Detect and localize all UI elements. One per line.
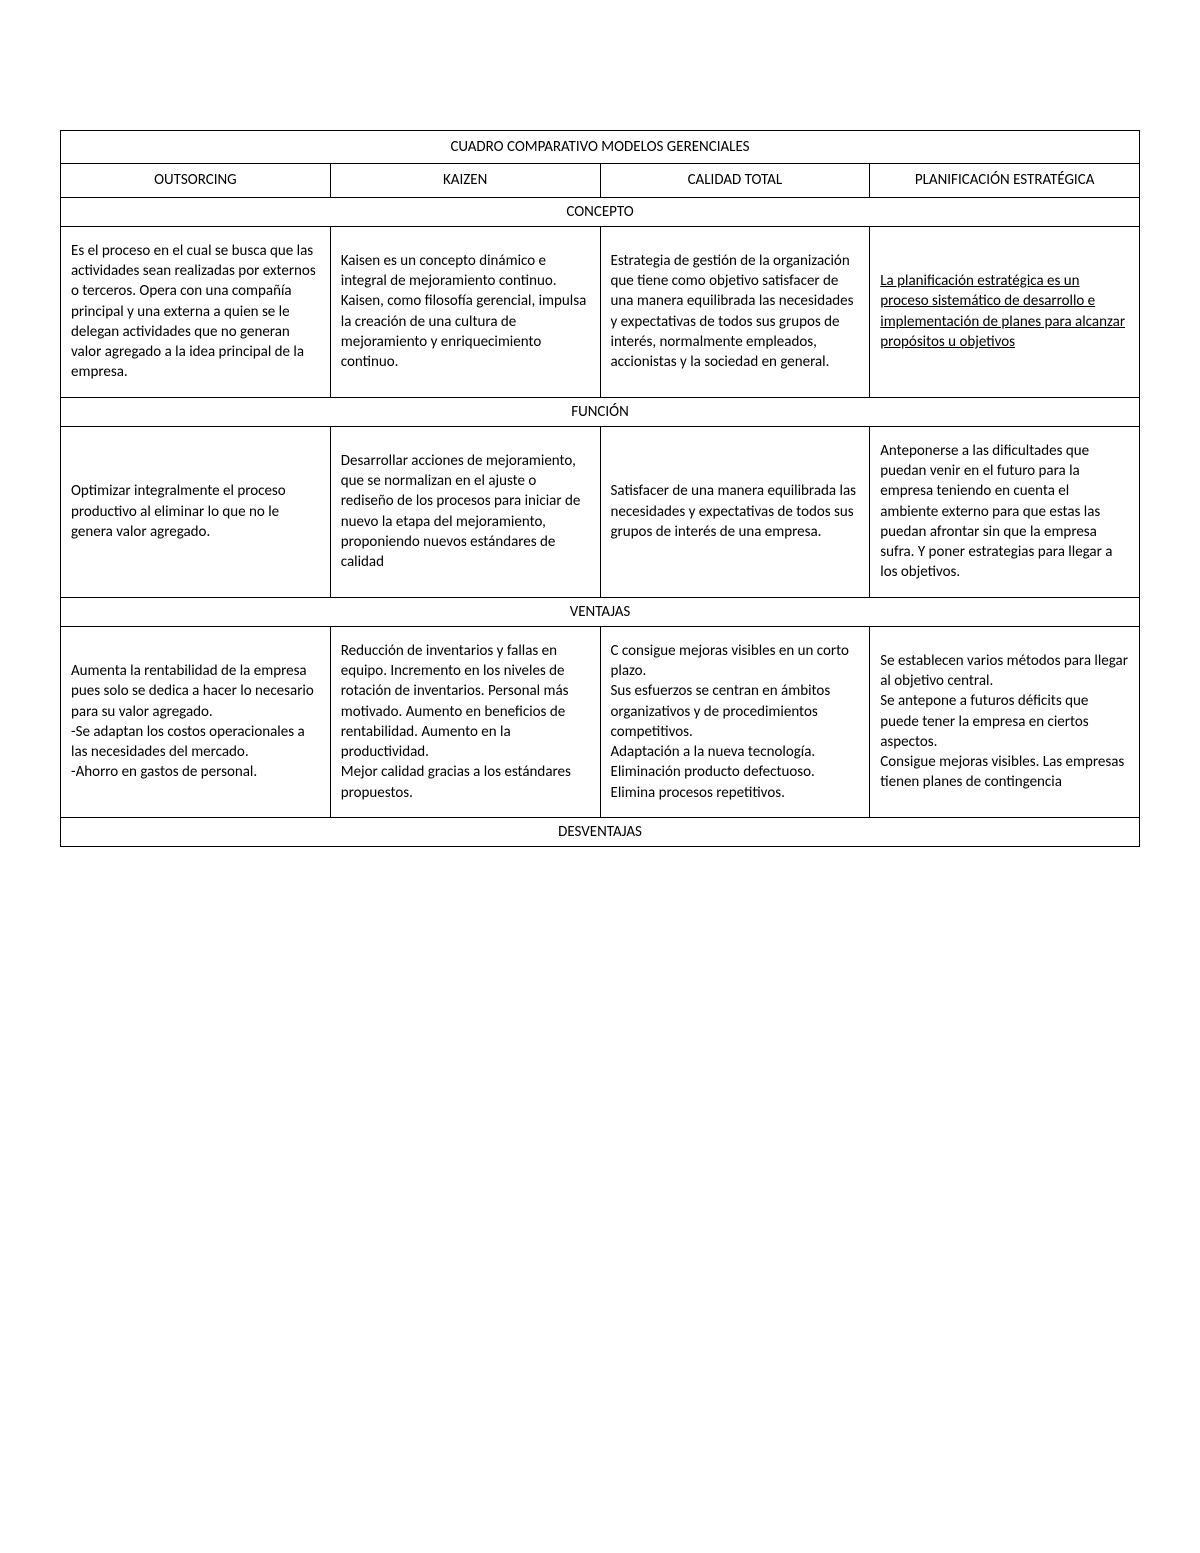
concepto-planificacion: La planificación estratégica es un proce… [870,226,1140,397]
funcion-planificacion: Anteponerse a las dificultades que pueda… [870,426,1140,597]
section-ventajas-row: VENTAJAS [61,597,1140,626]
comparative-table: CUADRO COMPARATIVO MODELOS GERENCIALES O… [60,130,1140,847]
column-header-kaizen: KAIZEN [330,164,600,197]
section-heading-funcion: FUNCIÓN [61,397,1140,426]
concepto-planificacion-text: La planificación estratégica es un proce… [880,272,1125,351]
table-title-row: CUADRO COMPARATIVO MODELOS GERENCIALES [61,131,1140,164]
ventajas-kaizen: Reducción de inventarios y fallas en equ… [330,626,600,817]
table-title: CUADRO COMPARATIVO MODELOS GERENCIALES [61,131,1140,164]
section-concepto-row: CONCEPTO [61,197,1140,226]
column-header-outsourcing: OUTSORCING [61,164,331,197]
ventajas-outsourcing: Aumenta la rentabilidad de la empresa pu… [61,626,331,817]
table-header-row: OUTSORCING KAIZEN CALIDAD TOTAL PLANIFIC… [61,164,1140,197]
concepto-content-row: Es el proceso en el cual se busca que la… [61,226,1140,397]
concepto-kaizen: Kaisen es un concepto dinámico e integra… [330,226,600,397]
ventajas-planificacion: Se establecen varios métodos para llegar… [870,626,1140,817]
section-heading-desventajas: DESVENTAJAS [61,817,1140,846]
concepto-calidad-total: Estrategia de gestión de la organización… [600,226,870,397]
section-heading-ventajas: VENTAJAS [61,597,1140,626]
section-desventajas-row: DESVENTAJAS [61,817,1140,846]
section-heading-concepto: CONCEPTO [61,197,1140,226]
ventajas-content-row: Aumenta la rentabilidad de la empresa pu… [61,626,1140,817]
funcion-calidad-total: Satisfacer de una manera equilibrada las… [600,426,870,597]
concepto-outsourcing: Es el proceso en el cual se busca que la… [61,226,331,397]
funcion-content-row: Optimizar integralmente el proceso produ… [61,426,1140,597]
funcion-outsourcing: Optimizar integralmente el proceso produ… [61,426,331,597]
ventajas-calidad-total: C consigue mejoras visibles en un corto … [600,626,870,817]
column-header-calidad-total: CALIDAD TOTAL [600,164,870,197]
funcion-kaizen: Desarrollar acciones de mejoramiento, qu… [330,426,600,597]
column-header-planificacion: PLANIFICACIÓN ESTRATÉGICA [870,164,1140,197]
section-funcion-row: FUNCIÓN [61,397,1140,426]
